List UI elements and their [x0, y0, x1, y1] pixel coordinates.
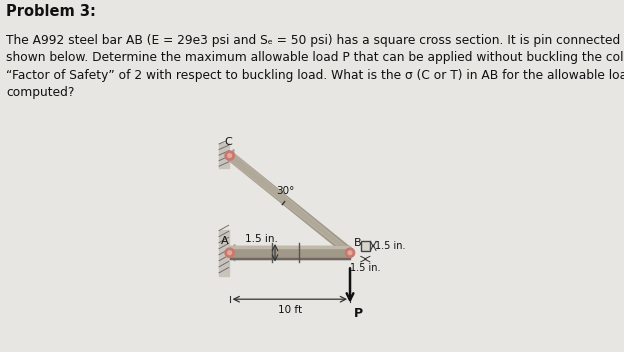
Polygon shape: [227, 152, 351, 255]
Polygon shape: [219, 143, 228, 168]
Text: A: A: [220, 236, 228, 246]
Text: C: C: [225, 137, 233, 147]
Text: 30°: 30°: [276, 187, 295, 196]
Text: Problem 3:: Problem 3:: [6, 4, 96, 19]
Text: 1.5 in.: 1.5 in.: [350, 263, 381, 272]
Text: 1.5 in.: 1.5 in.: [245, 234, 278, 244]
Bar: [361, 241, 370, 251]
Text: 10 ft: 10 ft: [278, 305, 302, 315]
Polygon shape: [230, 246, 350, 248]
Circle shape: [345, 248, 354, 257]
Polygon shape: [228, 149, 234, 162]
Circle shape: [228, 154, 232, 157]
Polygon shape: [228, 244, 235, 261]
Circle shape: [228, 251, 232, 254]
Polygon shape: [230, 246, 350, 259]
Text: P: P: [354, 308, 363, 320]
Circle shape: [225, 151, 234, 160]
Circle shape: [225, 248, 234, 257]
Text: The A992 steel bar AB (E = 29e3 psi and Sₑ = 50 psi) has a square cross section.: The A992 steel bar AB (E = 29e3 psi and …: [6, 34, 624, 99]
Polygon shape: [230, 258, 350, 259]
Text: 1.5 in.: 1.5 in.: [376, 241, 406, 251]
Polygon shape: [227, 152, 353, 256]
Polygon shape: [219, 230, 228, 276]
Circle shape: [348, 251, 352, 254]
Text: B: B: [354, 238, 362, 248]
